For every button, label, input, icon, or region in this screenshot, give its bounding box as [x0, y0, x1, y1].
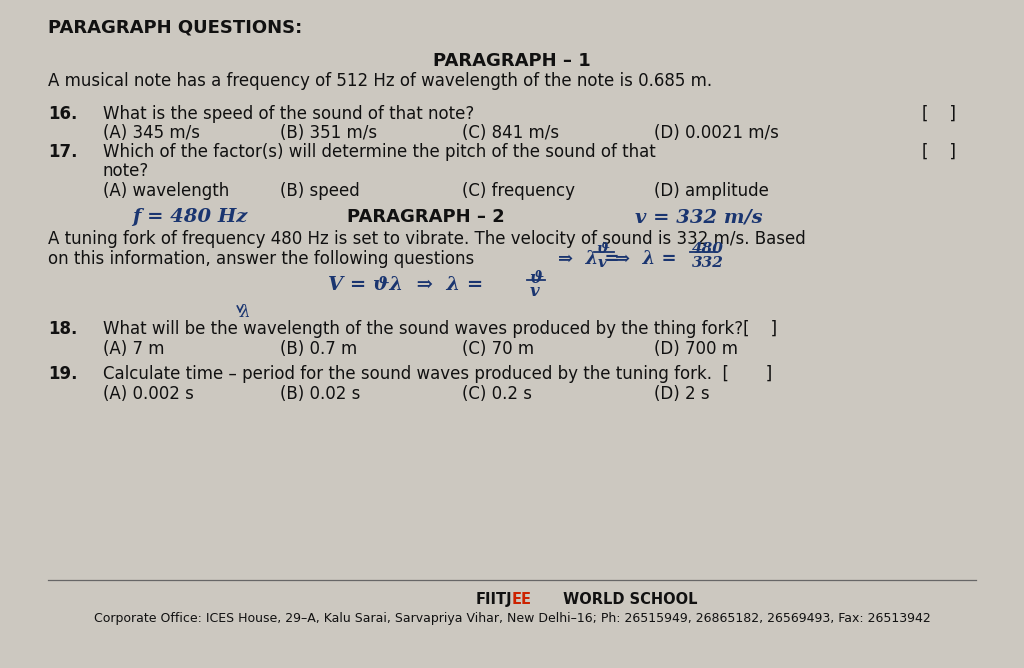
Text: Corporate Office: ICES House, 29–A, Kalu Sarai, Sarvapriya Vihar, New Delhi–16; : Corporate Office: ICES House, 29–A, Kalu…	[93, 612, 931, 625]
Text: (A) 0.002 s: (A) 0.002 s	[103, 385, 194, 403]
Text: What will be the wavelength of the sound waves produced by the thing fork?[    ]: What will be the wavelength of the sound…	[103, 320, 777, 338]
Text: (B) 0.7 m: (B) 0.7 m	[281, 340, 357, 358]
Text: 18.: 18.	[48, 320, 78, 338]
Text: (C) 0.2 s: (C) 0.2 s	[462, 385, 532, 403]
Text: (D) 2 s: (D) 2 s	[653, 385, 710, 403]
Text: (C) 841 m/s: (C) 841 m/s	[462, 124, 559, 142]
Text: (B) 351 m/s: (B) 351 m/s	[281, 124, 377, 142]
Text: (D) 700 m: (D) 700 m	[653, 340, 737, 358]
Text: v = 332 m/s: v = 332 m/s	[635, 208, 762, 226]
Text: [    ]: [ ]	[922, 143, 956, 161]
Text: ⇒  λ =: ⇒ λ =	[558, 250, 620, 268]
Text: PARAGRAPH – 1: PARAGRAPH – 1	[433, 52, 591, 70]
Text: (A) 7 m: (A) 7 m	[103, 340, 165, 358]
Text: (B) speed: (B) speed	[281, 182, 360, 200]
Text: v: v	[597, 256, 606, 270]
Text: 16.: 16.	[48, 105, 78, 123]
Text: PARAGRAPH QUESTIONS:: PARAGRAPH QUESTIONS:	[48, 18, 303, 36]
Text: 17.: 17.	[48, 143, 78, 161]
Text: WORLD SCHOOL: WORLD SCHOOL	[558, 592, 697, 607]
Text: 332: 332	[692, 256, 724, 270]
Text: (A) 345 m/s: (A) 345 m/s	[103, 124, 200, 142]
Text: on this information, answer the following questions: on this information, answer the followin…	[48, 250, 475, 268]
Text: EE: EE	[512, 592, 532, 607]
Text: What is the speed of the sound of that note?: What is the speed of the sound of that n…	[103, 105, 474, 123]
Text: (B) 0.02 s: (B) 0.02 s	[281, 385, 360, 403]
Text: 19.: 19.	[48, 365, 78, 383]
Text: note?: note?	[103, 162, 150, 180]
Text: (A) wavelength: (A) wavelength	[103, 182, 229, 200]
Text: (D) amplitude: (D) amplitude	[653, 182, 769, 200]
Text: PARAGRAPH – 2: PARAGRAPH – 2	[347, 208, 505, 226]
Text: Which of the factor(s) will determine the pitch of the sound of that: Which of the factor(s) will determine th…	[103, 143, 655, 161]
Text: V = ϑλ  ⇒  λ =: V = ϑλ ⇒ λ =	[328, 276, 483, 294]
Text: f = 480 Hz: f = 480 Hz	[132, 208, 247, 226]
Text: [    ]: [ ]	[922, 105, 956, 123]
Text: λ: λ	[240, 304, 251, 321]
Text: ϑ: ϑ	[596, 242, 609, 256]
Text: (C) frequency: (C) frequency	[462, 182, 575, 200]
Text: v: v	[529, 283, 539, 300]
Text: (D) 0.0021 m/s: (D) 0.0021 m/s	[653, 124, 778, 142]
Text: ⇒  λ =: ⇒ λ =	[615, 250, 677, 268]
Text: 480: 480	[692, 242, 724, 256]
Text: Calculate time – period for the sound waves produced by the tuning fork.  [     : Calculate time – period for the sound wa…	[103, 365, 772, 383]
Text: A tuning fork of frequency 480 Hz is set to vibrate. The velocity of sound is 33: A tuning fork of frequency 480 Hz is set…	[48, 230, 806, 248]
Text: (C) 70 m: (C) 70 m	[462, 340, 535, 358]
Text: ϑ: ϑ	[529, 270, 544, 287]
Text: A musical note has a frequency of 512 Hz of wavelength of the note is 0.685 m.: A musical note has a frequency of 512 Hz…	[48, 72, 713, 90]
Text: FIITJ: FIITJ	[475, 592, 512, 607]
